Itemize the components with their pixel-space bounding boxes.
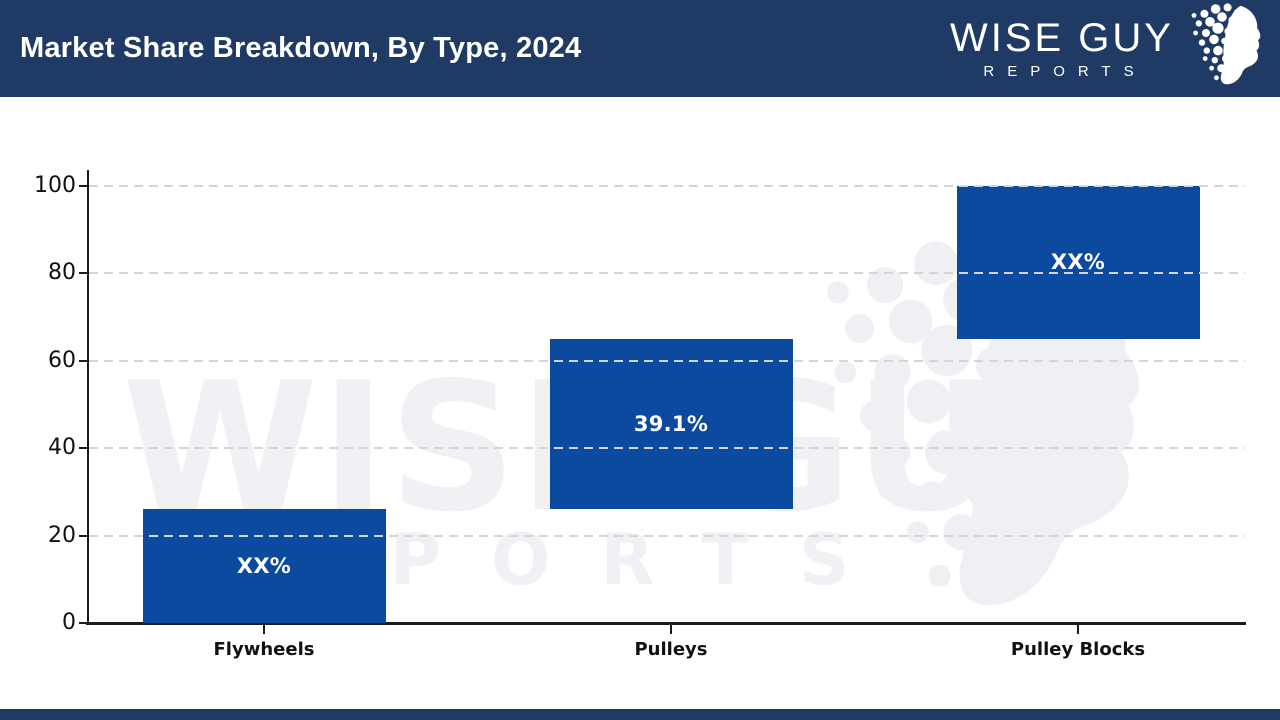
page-title: Market Share Breakdown, By Type, 2024 [20, 32, 582, 64]
x-axis-spine [86, 622, 1246, 625]
x-category-label: Flywheels [213, 639, 315, 660]
x-tick-mark [670, 625, 672, 634]
bar-value-label: XX% [236, 554, 292, 579]
y-tick-mark [79, 622, 88, 624]
y-axis-spine [87, 170, 89, 624]
y-tick-label-80: 80 [48, 260, 76, 286]
y-tick-label-0: 0 [62, 610, 76, 635]
gridline-20 [89, 534, 1245, 537]
y-tick-mark [79, 447, 88, 450]
x-tick-mark [1077, 625, 1079, 634]
y-tick-label-100: 100 [34, 173, 76, 198]
y-tick-label-20: 20 [48, 522, 76, 548]
x-category-label: Pulley Blocks [1010, 639, 1146, 660]
x-category-label: Pulleys [634, 639, 708, 660]
gridline-80 [89, 272, 1245, 275]
footer-bar [0, 709, 1280, 720]
y-tick-mark [79, 185, 88, 187]
wiseguy-logo-text: WISE GUY REPORTS [950, 18, 1174, 79]
y-tick-mark [79, 359, 88, 362]
gridline-40 [89, 447, 1245, 450]
wiseguy-logo: WISE GUY REPORTS [950, 1, 1280, 97]
logo-brand-bottom: REPORTS [983, 63, 1147, 80]
bar-value-label: XX% [1050, 250, 1106, 275]
bar-flywheels: XX% [142, 509, 386, 623]
y-tick-mark [79, 272, 88, 275]
gridline-60 [89, 359, 1245, 362]
bar-pulleys: 39.1% [549, 338, 793, 510]
wiseguy-head-icon [1191, 2, 1261, 84]
logo-brand-top: WISE GUY [949, 16, 1174, 60]
header-bar: Market Share Breakdown, By Type, 2024 WI… [0, 0, 1280, 97]
bar-value-label: 39.1% [633, 411, 709, 436]
gridline-100 [89, 185, 1245, 187]
y-tick-label-60: 60 [48, 347, 76, 373]
y-tick-label-40: 40 [48, 435, 76, 461]
y-tick-mark [79, 534, 88, 537]
bar-pulley-blocks: XX% [956, 186, 1200, 339]
x-tick-mark [263, 625, 265, 634]
